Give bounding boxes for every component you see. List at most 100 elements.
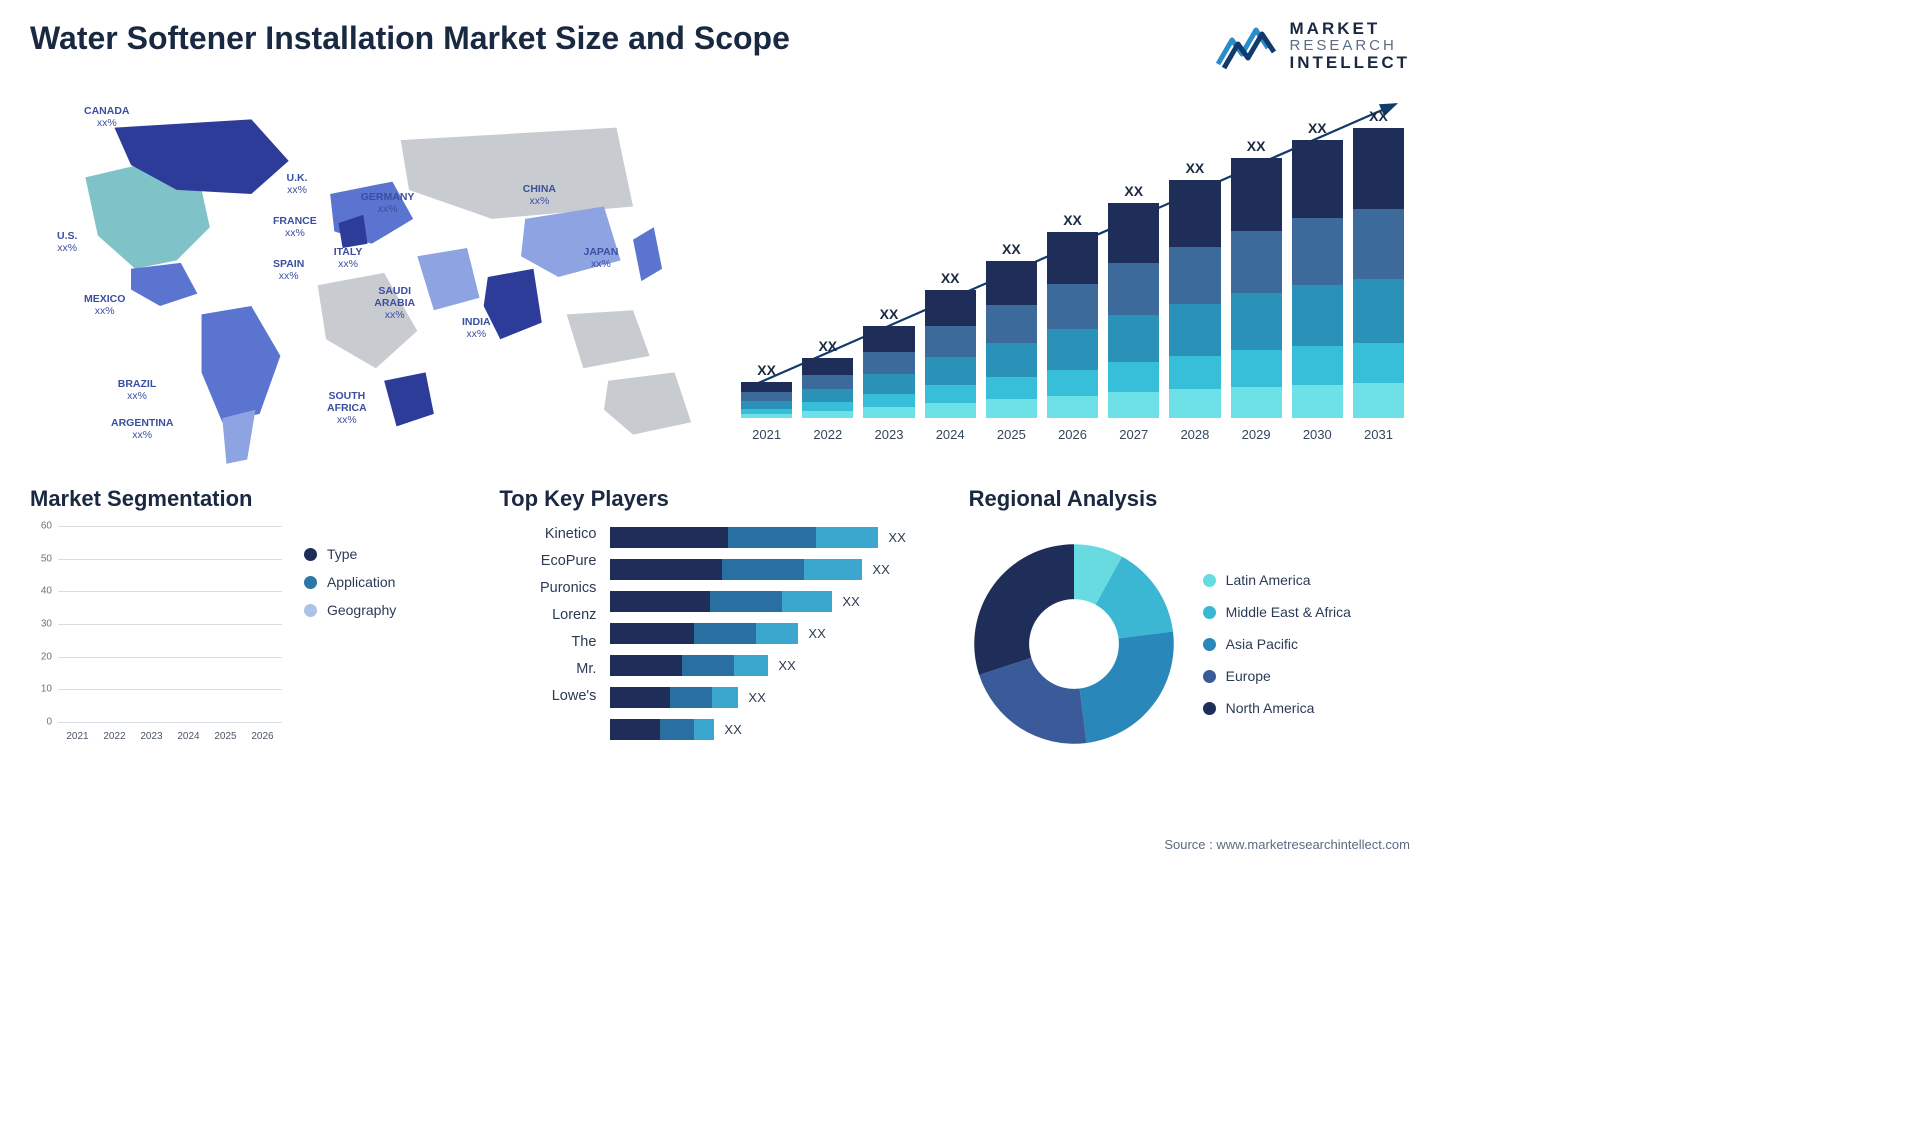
growth-segment [1353,209,1404,279]
growth-segment [802,411,853,418]
player-bar [610,655,768,676]
player-row: XX [610,623,940,644]
player-value: XX [888,530,905,545]
legend-item: Europe [1203,668,1351,684]
y-tick-label: 50 [41,553,52,564]
growth-segment [1292,140,1343,218]
y-tick-label: 10 [41,684,52,695]
growth-segment [1047,232,1098,284]
regional-title: Regional Analysis [969,486,1410,512]
player-name: Puronics [499,580,596,596]
map-label-mexico: MEXICOxx% [84,293,125,317]
player-name: Lowe's [499,688,596,704]
player-segment [610,527,728,548]
map-region-russia [401,128,633,219]
growth-segment [1169,389,1220,418]
growth-segment [1353,383,1404,418]
player-segment [712,687,738,708]
growth-bar-label: XX [880,306,899,322]
players-panel: Top Key Players KineticoEcoPurePuronicsL… [499,486,940,766]
growth-segment [1292,346,1343,385]
attribution: Source : www.marketresearchintellect.com [1164,837,1410,852]
growth-segment [925,326,976,357]
y-tick-label: 0 [46,717,52,728]
legend-label: Geography [327,602,396,618]
map-region-sam [202,306,281,422]
map-label-uk: U.K.xx% [287,172,308,196]
legend-swatch-icon [304,548,317,561]
player-segment [610,623,694,644]
player-row: XX [610,527,940,548]
player-value: XX [842,594,859,609]
growth-segment [1353,128,1404,209]
growth-segment [1169,180,1220,247]
map-label-italy: ITALYxx% [334,246,363,270]
map-label-safrica: SOUTHAFRICAxx% [327,390,367,426]
player-segment [610,655,682,676]
growth-segment [1231,387,1282,418]
growth-segment [1169,247,1220,304]
player-segment [660,719,694,740]
player-segment [734,655,768,676]
legend-swatch-icon [1203,574,1216,587]
growth-segment [986,261,1037,305]
growth-segment [741,382,792,392]
y-tick-label: 40 [41,586,52,597]
seg-xaxis-label: 2021 [62,731,93,742]
map-region-safrica [384,372,434,426]
logo-line-1: MARKET [1290,20,1411,38]
growth-xaxis-label: 2025 [986,427,1037,442]
player-segment [610,719,660,740]
growth-segment [986,343,1037,378]
growth-bar-label: XX [1063,212,1082,228]
player-segment [610,559,722,580]
regional-panel: Regional Analysis Latin America Middle Ea… [969,486,1410,766]
growth-bar-label: XX [941,270,960,286]
growth-segment [1292,385,1343,418]
growth-segment [1292,218,1343,285]
world-map-panel: CANADAxx%U.S.xx%MEXICOxx%BRAZILxx%ARGENT… [30,82,705,472]
growth-xaxis-label: 2031 [1353,427,1404,442]
legend-swatch-icon [1203,606,1216,619]
legend-label: North America [1226,700,1315,716]
growth-bar-2030: XX [1292,120,1343,418]
player-row: XX [610,719,940,740]
growth-segment [1353,343,1404,384]
legend-label: Europe [1226,668,1271,684]
growth-segment [1231,293,1282,350]
growth-bar-2024: XX [925,270,976,418]
map-label-us: U.S.xx% [57,230,77,254]
growth-bar-label: XX [1308,120,1327,136]
legend-swatch-icon [1203,670,1216,683]
player-name: EcoPure [499,553,596,569]
legend-item: Latin America [1203,572,1351,588]
growth-segment [802,375,853,389]
growth-chart: XXXXXXXXXXXXXXXXXXXXXX 20212022202320242… [735,92,1410,442]
seg-xaxis-label: 2024 [173,731,204,742]
y-tick-label: 30 [41,619,52,630]
growth-bar-2028: XX [1169,160,1220,418]
map-region-sea [567,310,650,368]
player-bar [610,527,878,548]
gridline [58,722,282,723]
legend-label: Middle East & Africa [1226,604,1351,620]
growth-segment [1231,350,1282,386]
growth-segment [1108,362,1159,392]
growth-segment [925,403,976,418]
player-value: XX [748,690,765,705]
growth-bar-label: XX [1002,241,1021,257]
growth-xaxis-label: 2023 [863,427,914,442]
growth-segment [1231,231,1282,293]
y-tick-label: 20 [41,651,52,662]
logo-mark-icon [1216,20,1280,72]
player-segment [682,655,734,676]
legend-swatch-icon [304,576,317,589]
growth-segment [925,385,976,403]
growth-segment [863,374,914,394]
growth-segment [741,414,792,418]
growth-segment [863,326,914,352]
growth-bar-2031: XX [1353,108,1404,418]
growth-chart-panel: XXXXXXXXXXXXXXXXXXXXXX 20212022202320242… [735,82,1410,472]
player-bar [610,559,862,580]
player-row: XX [610,655,940,676]
